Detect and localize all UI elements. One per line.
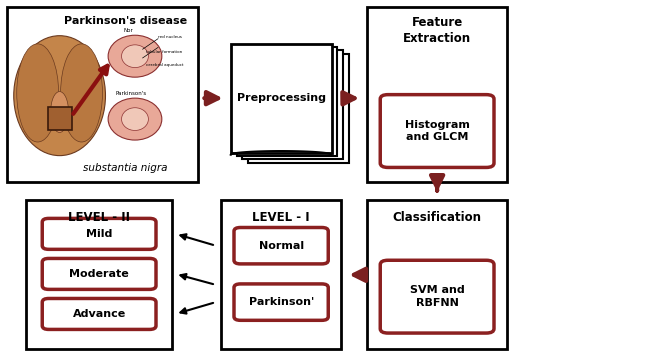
Text: substantia nigra: substantia nigra xyxy=(83,163,168,173)
FancyBboxPatch shape xyxy=(26,200,172,349)
FancyBboxPatch shape xyxy=(248,54,349,163)
Text: Classification: Classification xyxy=(393,211,482,224)
Ellipse shape xyxy=(122,108,148,130)
FancyBboxPatch shape xyxy=(234,284,328,320)
Text: LEVEL - II: LEVEL - II xyxy=(68,211,130,224)
Text: red nucleus: red nucleus xyxy=(158,35,182,39)
Text: LEVEL - I: LEVEL - I xyxy=(252,211,310,224)
Text: Mild: Mild xyxy=(86,229,112,239)
Text: Preprocessing: Preprocessing xyxy=(237,93,326,103)
Text: Feature
Extraction: Feature Extraction xyxy=(403,16,471,46)
Text: Advance: Advance xyxy=(73,309,125,319)
Text: Normal: Normal xyxy=(259,241,304,251)
FancyBboxPatch shape xyxy=(42,298,156,329)
Text: Histogram
and GLCM: Histogram and GLCM xyxy=(405,120,469,142)
Ellipse shape xyxy=(108,35,162,77)
FancyBboxPatch shape xyxy=(380,260,494,333)
Ellipse shape xyxy=(14,36,105,156)
FancyBboxPatch shape xyxy=(221,200,341,349)
FancyBboxPatch shape xyxy=(234,228,328,264)
Ellipse shape xyxy=(51,92,69,132)
Text: Moderate: Moderate xyxy=(70,269,129,279)
Text: SVM and
RBFNN: SVM and RBFNN xyxy=(410,285,465,308)
Text: Parkinson': Parkinson' xyxy=(248,297,314,307)
FancyBboxPatch shape xyxy=(231,44,332,153)
Ellipse shape xyxy=(108,98,162,140)
Text: cerebral aqueduct: cerebral aqueduct xyxy=(146,63,184,67)
FancyBboxPatch shape xyxy=(47,107,72,130)
Text: tubular formation: tubular formation xyxy=(146,51,183,55)
FancyBboxPatch shape xyxy=(42,258,156,289)
FancyBboxPatch shape xyxy=(367,7,507,182)
Text: Parkinson's disease: Parkinson's disease xyxy=(64,16,187,26)
FancyBboxPatch shape xyxy=(42,218,156,249)
Ellipse shape xyxy=(17,44,58,142)
Ellipse shape xyxy=(60,44,103,142)
FancyBboxPatch shape xyxy=(380,95,494,167)
FancyBboxPatch shape xyxy=(237,47,337,156)
Ellipse shape xyxy=(122,45,148,68)
Text: Parkinson's: Parkinson's xyxy=(116,91,147,96)
FancyBboxPatch shape xyxy=(6,7,198,182)
Text: Nor: Nor xyxy=(124,28,133,33)
FancyBboxPatch shape xyxy=(367,200,507,349)
FancyBboxPatch shape xyxy=(242,50,343,159)
